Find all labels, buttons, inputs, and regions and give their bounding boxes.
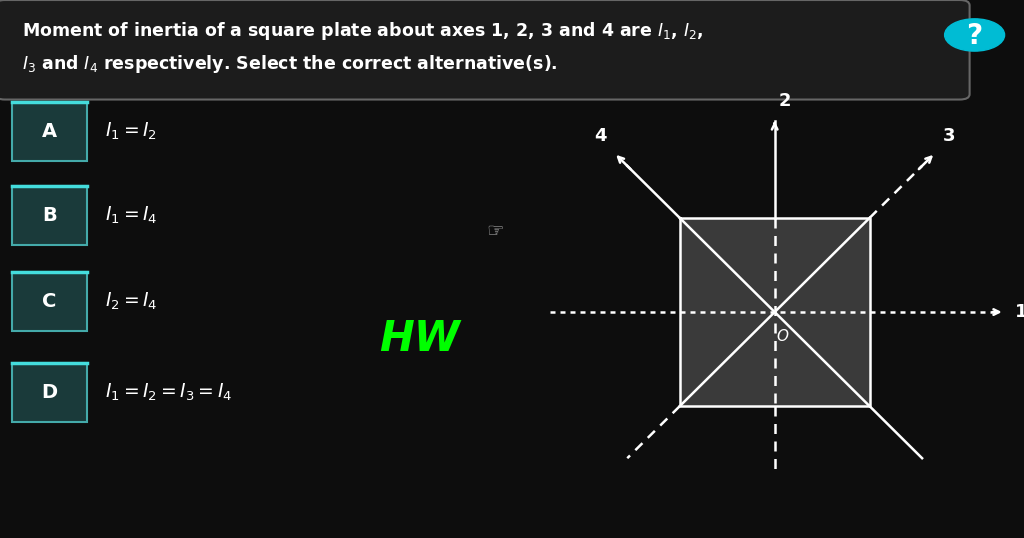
Text: D: D xyxy=(41,383,57,402)
Text: $I_1 = I_2 = I_3 = I_4$: $I_1 = I_2 = I_3 = I_4$ xyxy=(104,382,232,404)
Text: B: B xyxy=(42,206,57,225)
FancyBboxPatch shape xyxy=(12,102,87,161)
Text: 3: 3 xyxy=(943,127,955,145)
Text: HW: HW xyxy=(380,318,460,360)
Text: A: A xyxy=(42,122,57,141)
Text: Moment of inertia of a square plate about axes 1, 2, 3 and 4 are $I_1$, $I_2$,
$: Moment of inertia of a square plate abou… xyxy=(22,20,703,75)
FancyBboxPatch shape xyxy=(0,0,970,100)
Text: $I_2 = I_4$: $I_2 = I_4$ xyxy=(104,291,158,312)
Text: 1: 1 xyxy=(1015,303,1024,321)
Text: $I_1 = I_2$: $I_1 = I_2$ xyxy=(104,121,157,143)
Text: 4: 4 xyxy=(594,127,606,145)
FancyBboxPatch shape xyxy=(12,272,87,331)
Text: $I_1 = I_4$: $I_1 = I_4$ xyxy=(104,204,158,226)
FancyBboxPatch shape xyxy=(12,186,87,245)
Text: O: O xyxy=(776,329,788,344)
Text: ☞: ☞ xyxy=(486,222,504,241)
Text: 2: 2 xyxy=(778,93,791,110)
FancyBboxPatch shape xyxy=(12,363,87,422)
Circle shape xyxy=(944,19,1005,51)
Text: C: C xyxy=(42,292,56,311)
Bar xyxy=(680,218,869,406)
Text: ?: ? xyxy=(967,22,983,50)
